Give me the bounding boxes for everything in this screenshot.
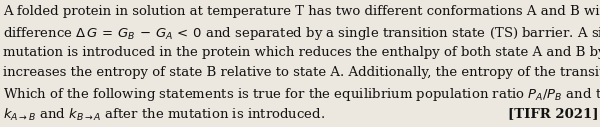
Text: difference $\Delta\,G\,=\,G_B\,-\,G_A\,<\,0$ and separated by a single transitio: difference $\Delta\,G\,=\,G_B\,-\,G_A\,<…	[3, 25, 600, 42]
Text: Which of the following statements is true for the equilibrium population ratio $: Which of the following statements is tru…	[3, 86, 600, 103]
Text: increases the entropy of state B relative to state A. Additionally, the entropy : increases the entropy of state B relativ…	[3, 66, 600, 79]
Text: A folded protein in solution at temperature T has two different conformations A : A folded protein in solution at temperat…	[3, 5, 600, 18]
Text: [TIFR 2021]: [TIFR 2021]	[508, 107, 599, 120]
Text: $k_{A\rightarrow B}$ and $k_{B\rightarrow A}$ after the mutation is introduced.: $k_{A\rightarrow B}$ and $k_{B\rightarro…	[3, 107, 325, 123]
Text: mutation is introduced in the protein which reduces the enthalpy of both state A: mutation is introduced in the protein wh…	[3, 46, 600, 59]
